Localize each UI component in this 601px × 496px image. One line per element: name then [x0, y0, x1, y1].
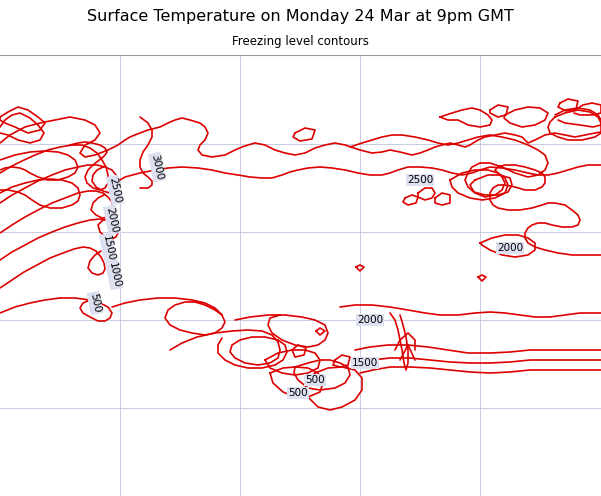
Text: 500: 500: [288, 388, 308, 398]
Text: 1500: 1500: [352, 358, 378, 368]
Text: 2000: 2000: [105, 206, 120, 234]
Text: 500: 500: [88, 292, 102, 313]
Text: 2500: 2500: [108, 176, 123, 204]
Text: Surface Temperature on Monday 24 Mar at 9pm GMT: Surface Temperature on Monday 24 Mar at …: [87, 9, 514, 24]
Text: 2500: 2500: [407, 175, 433, 185]
Text: Freezing level contours: Freezing level contours: [232, 35, 369, 48]
Text: 2000: 2000: [357, 315, 383, 325]
Text: 500: 500: [305, 375, 325, 385]
Text: 3000: 3000: [150, 153, 165, 181]
Text: 2000: 2000: [497, 243, 523, 253]
Text: 1500: 1500: [100, 234, 115, 262]
Text: 1000: 1000: [106, 261, 121, 289]
